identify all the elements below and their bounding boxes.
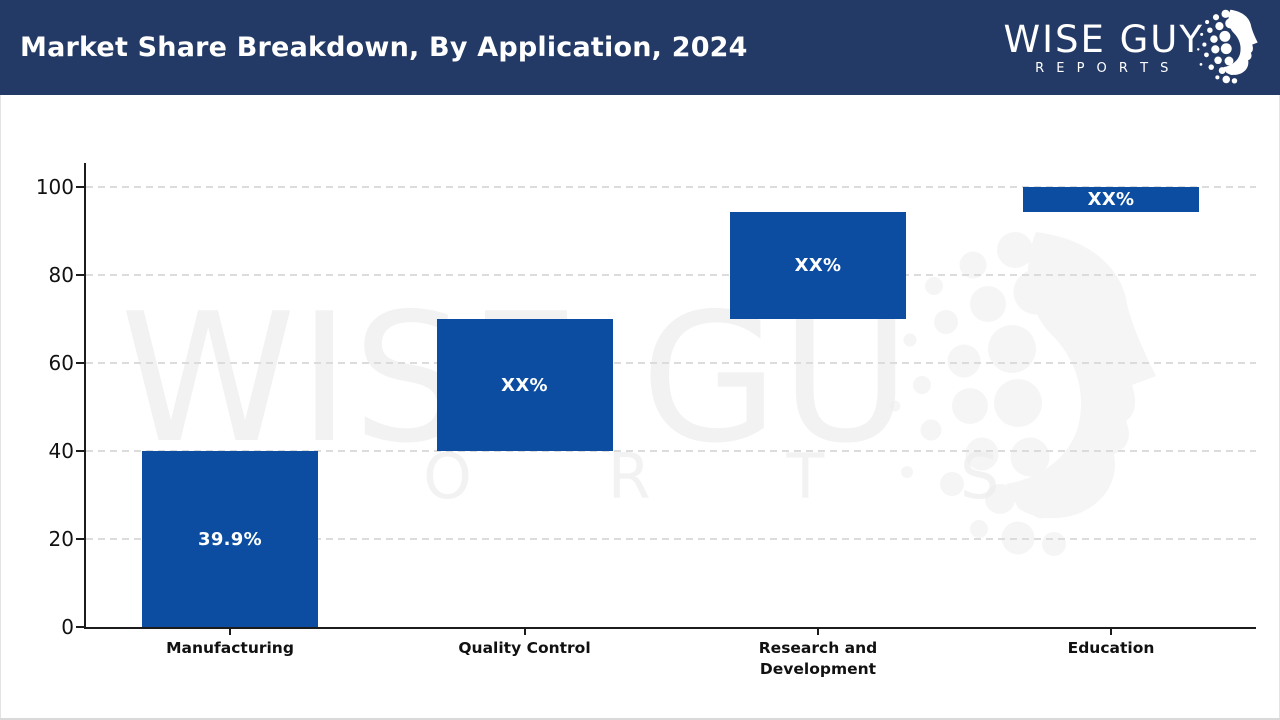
x-tick-label-education: Education <box>1067 639 1155 657</box>
gridline-y60 <box>86 362 1256 364</box>
y-tick-mark <box>76 538 85 540</box>
y-tick-mark <box>76 274 85 276</box>
y-tick-label: 20 <box>48 527 74 551</box>
x-tick-mark <box>817 627 819 635</box>
x-tick-label-quality-control: Quality Control <box>458 639 591 657</box>
brand-logo: WISE GUY R E P O R T S <box>1004 7 1266 89</box>
y-tick-label: 40 <box>48 439 74 463</box>
gridline-y100 <box>86 186 1256 188</box>
x-tick-label-research-and-development: Research and Development <box>758 639 878 678</box>
bar-value-label: XX% <box>501 374 548 396</box>
y-tick-label: 0 <box>61 615 74 639</box>
chart-area: WISE GU P O R T S 0 20 40 60 80 100 39.9% Manuf… <box>0 95 1280 720</box>
y-tick-label: 100 <box>35 175 74 199</box>
bottom-edge-line <box>0 718 1280 720</box>
y-tick-mark <box>76 450 85 452</box>
x-axis-line <box>84 627 1256 629</box>
brand-logo-text: WISE GUY R E P O R T S <box>1004 21 1204 75</box>
y-tick-mark <box>76 626 85 628</box>
y-axis-line <box>84 163 86 629</box>
x-tick-mark <box>523 627 526 635</box>
bar-manufacturing: 39.9% <box>142 451 318 627</box>
gridline-y40 <box>86 450 1256 452</box>
page-title: Market Share Breakdown, By Application, … <box>20 32 748 63</box>
logo-wiseguy-text: WISE GUY <box>1003 17 1204 61</box>
gridline-y20 <box>86 538 1256 540</box>
bar-value-label: XX% <box>794 255 842 277</box>
bar-education: XX% <box>1023 187 1199 212</box>
logo-reports-text: R E P O R T S <box>1035 60 1173 76</box>
left-edge-line <box>0 95 1 720</box>
bar-quality-control: XX% <box>436 319 613 452</box>
y-tick-label: 80 <box>48 263 74 287</box>
gridline-y80 <box>86 274 1256 276</box>
x-tick-label-manufacturing: Manufacturing <box>166 639 294 657</box>
header-bar: Market Share Breakdown, By Application, … <box>0 0 1280 95</box>
bar-research-and-development: XX% <box>730 211 906 320</box>
bar-value-label: XX% <box>1087 188 1135 210</box>
bar-value-label: 39.9% <box>198 528 262 550</box>
y-tick-mark <box>76 186 85 188</box>
x-tick-mark <box>229 627 231 635</box>
y-tick-mark <box>76 362 85 364</box>
x-tick-mark <box>1110 627 1112 635</box>
y-tick-label: 60 <box>48 351 74 375</box>
